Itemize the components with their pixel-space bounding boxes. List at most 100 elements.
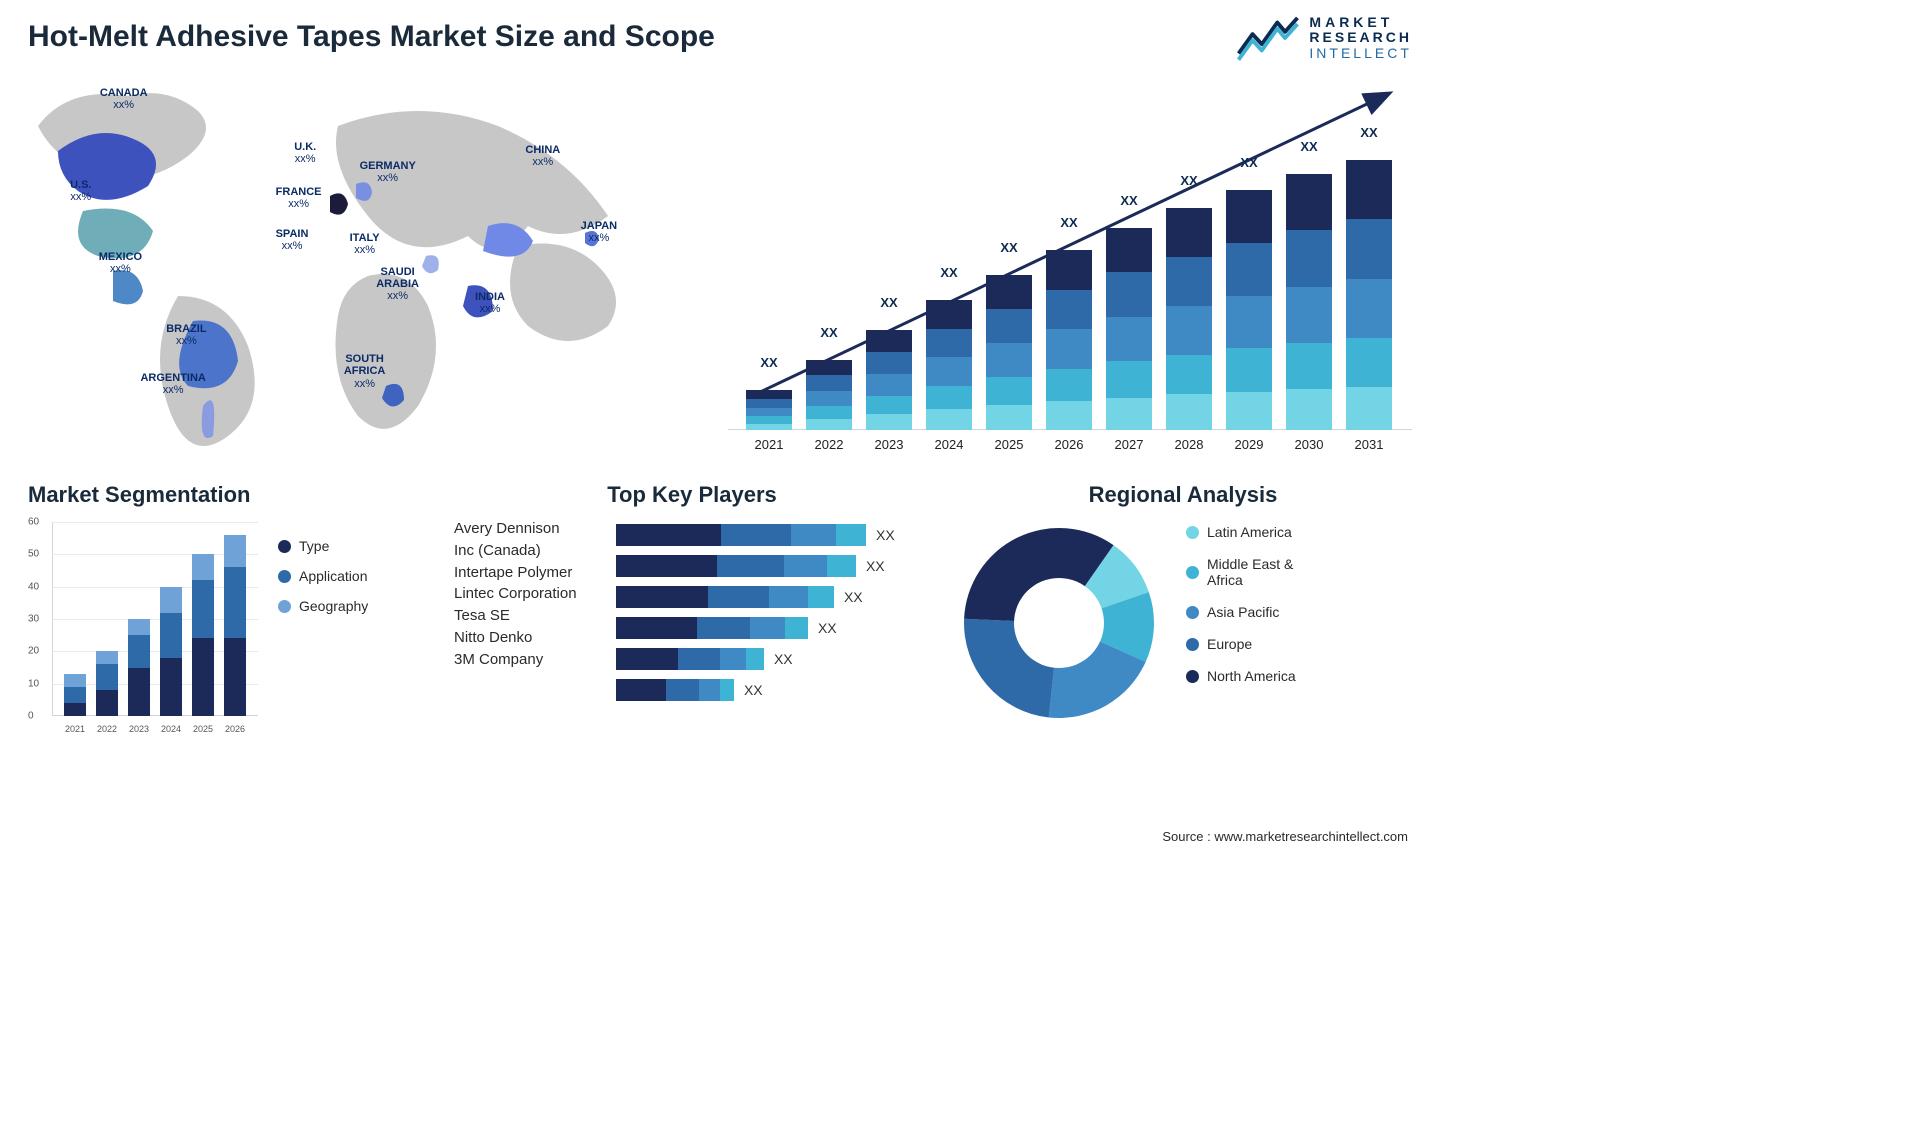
player-label: Intertape Polymer [454, 562, 606, 584]
growth-year-label: 2022 [806, 437, 852, 452]
map-label-germany: GERMANYxx% [360, 160, 416, 184]
legend-dot [278, 600, 291, 613]
player-bar-seg [678, 648, 719, 670]
seg-bar-seg [160, 613, 182, 658]
logo-line1: MARKET [1309, 15, 1412, 30]
seg-legend-item: Type [278, 538, 368, 554]
player-bar-seg [785, 617, 808, 639]
player-bar-seg [721, 524, 791, 546]
legend-dot [278, 570, 291, 583]
players-labels: Avery DennisonInc (Canada)Intertape Poly… [454, 518, 606, 710]
player-bar-seg [616, 679, 666, 701]
growth-year-label: 2027 [1106, 437, 1152, 452]
growth-bar-seg [866, 396, 912, 414]
panel-regional: Regional Analysis Latin AmericaMiddle Ea… [954, 482, 1412, 736]
seg-bar-seg [96, 664, 118, 690]
seg-bar-seg [192, 580, 214, 638]
growth-bar-seg [806, 406, 852, 419]
seg-bar-seg [64, 674, 86, 687]
growth-bar-seg [746, 399, 792, 408]
growth-value-label: XX [1166, 173, 1212, 188]
world-map: CANADAxx%U.S.xx%MEXICOxx%BRAZILxx%ARGENT… [28, 76, 688, 456]
growth-year-label: 2024 [926, 437, 972, 452]
player-bar [616, 524, 866, 546]
growth-year-label: 2023 [866, 437, 912, 452]
growth-year-label: 2030 [1286, 437, 1332, 452]
player-bar-seg [616, 586, 708, 608]
growth-value-label: XX [866, 295, 912, 310]
growth-year-label: 2026 [1046, 437, 1092, 452]
growth-bar-2030 [1286, 174, 1332, 430]
player-bar-seg [616, 524, 721, 546]
seg-y-tick: 0 [28, 711, 34, 722]
seg-bar-seg [96, 651, 118, 664]
growth-bar-seg [1286, 287, 1332, 343]
growth-bar-seg [1346, 387, 1392, 430]
growth-bar-seg [806, 375, 852, 390]
growth-bar-seg [986, 405, 1032, 430]
growth-value-label: XX [1106, 193, 1152, 208]
legend-label: Latin America [1207, 524, 1292, 540]
player-value: XX [876, 527, 895, 543]
bottom-row: Market Segmentation 01020304050602021202… [28, 482, 1412, 736]
growth-bar-seg [986, 309, 1032, 343]
players-title: Top Key Players [454, 482, 930, 508]
growth-bar-seg [806, 419, 852, 430]
growth-bar-seg [1226, 392, 1272, 430]
seg-bar-seg [192, 638, 214, 716]
logo-icon [1237, 14, 1299, 62]
seg-y-tick: 20 [28, 646, 39, 657]
logo: MARKET RESEARCH INTELLECT [1237, 14, 1412, 62]
growth-bar-seg [746, 424, 792, 430]
player-bar-seg [616, 617, 697, 639]
source-text: Source : www.marketresearchintellect.com [1162, 829, 1408, 844]
players-bars: XXXXXXXXXXXX [616, 518, 930, 710]
player-bar-seg [827, 555, 856, 577]
map-label-argentina: ARGENTINAxx% [140, 372, 205, 396]
seg-y-tick: 30 [28, 614, 39, 625]
player-bar-seg [750, 617, 785, 639]
player-value: XX [866, 558, 885, 574]
growth-bar-seg [806, 360, 852, 375]
growth-year-label: 2025 [986, 437, 1032, 452]
legend-label: Europe [1207, 636, 1252, 652]
legend-label: Geography [299, 598, 368, 614]
growth-bar-seg [1046, 329, 1092, 369]
segmentation-title: Market Segmentation [28, 482, 430, 508]
map-label-india: INDIAxx% [475, 291, 505, 315]
growth-bar-seg [1046, 369, 1092, 401]
growth-bar-seg [1046, 250, 1092, 290]
seg-y-tick: 40 [28, 581, 39, 592]
growth-year-label: 2029 [1226, 437, 1272, 452]
seg-y-tick: 60 [28, 517, 39, 528]
growth-bar-seg [806, 391, 852, 406]
region-legend-item: Middle East &Africa [1186, 556, 1296, 588]
growth-bar-2024 [926, 300, 972, 430]
growth-year-label: 2028 [1166, 437, 1212, 452]
player-label: Nitto Denko [454, 627, 606, 649]
seg-x-label: 2025 [193, 724, 213, 734]
seg-x-label: 2021 [65, 724, 85, 734]
logo-line2: RESEARCH [1309, 30, 1412, 45]
player-bar-seg [616, 648, 678, 670]
player-row: XX [616, 586, 930, 608]
donut-hole [1014, 578, 1104, 668]
region-legend-item: Europe [1186, 636, 1296, 652]
growth-bar-seg [1286, 343, 1332, 389]
seg-bar-seg [192, 554, 214, 580]
seg-bar-seg [64, 687, 86, 703]
legend-label: Type [299, 538, 329, 554]
player-bar-seg [746, 648, 764, 670]
segmentation-chart: 0102030405060202120222023202420252026 [28, 518, 258, 736]
growth-bar-2026 [1046, 250, 1092, 430]
map-label-china: CHINAxx% [525, 144, 560, 168]
region-legend-item: North America [1186, 668, 1296, 684]
growth-bar-seg [1346, 279, 1392, 338]
legend-label: Asia Pacific [1207, 604, 1279, 620]
legend-dot [1186, 566, 1199, 579]
player-value: XX [774, 651, 793, 667]
seg-x-label: 2024 [161, 724, 181, 734]
map-label-france: FRANCExx% [276, 186, 322, 210]
growth-bar-seg [746, 390, 792, 399]
growth-bar-seg [986, 275, 1032, 309]
